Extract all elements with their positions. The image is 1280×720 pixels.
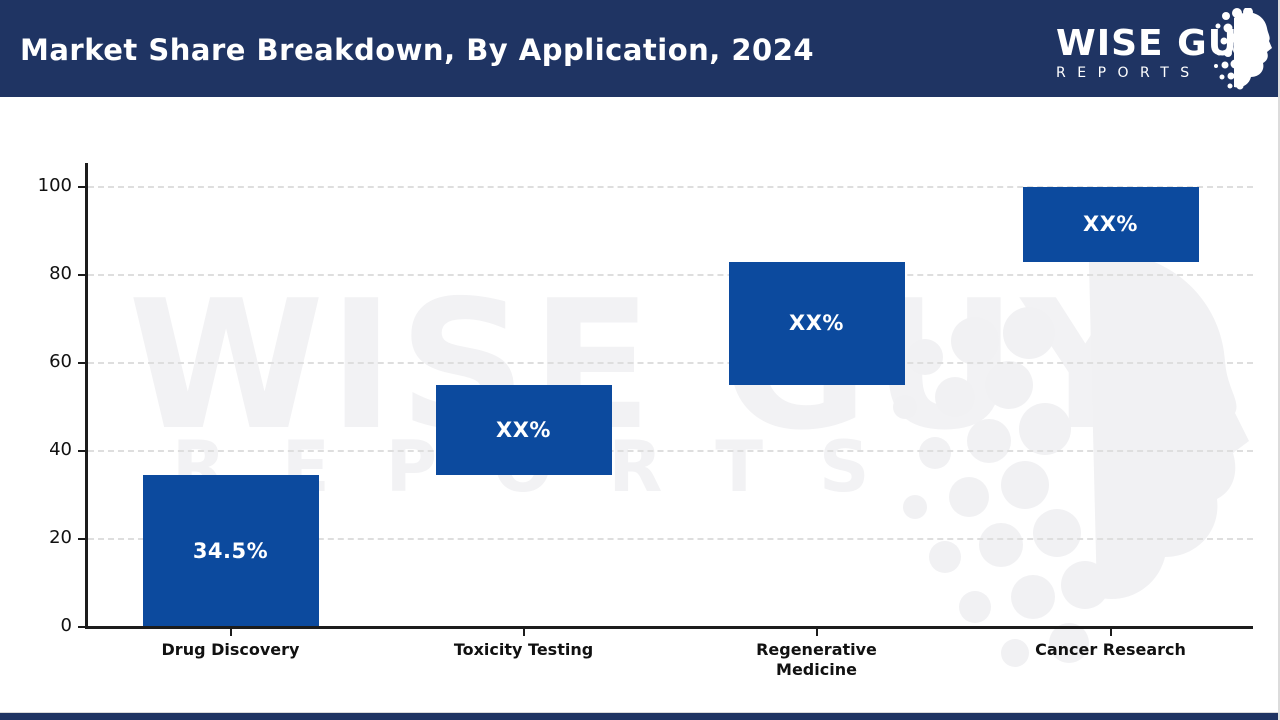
bar-value-label: 34.5% xyxy=(192,539,269,564)
header: Market Share Breakdown, By Application, … xyxy=(0,0,1278,97)
y-axis-line xyxy=(85,163,88,629)
gridline-80 xyxy=(88,274,1253,276)
x-axis-category-label: Cancer Research xyxy=(1035,640,1186,659)
x-axis-tick-mark xyxy=(522,629,525,636)
bar-value-label: XX% xyxy=(1083,212,1138,237)
gridline-60 xyxy=(88,362,1253,364)
gridline-100 xyxy=(88,186,1253,188)
bar-value-label: XX% xyxy=(789,311,844,336)
bar-segment: XX% xyxy=(1022,187,1199,262)
x-axis-tick-mark xyxy=(229,629,232,636)
y-axis-tick-label: 0 xyxy=(60,615,72,636)
footer-bar xyxy=(0,712,1278,720)
y-axis-tick-mark xyxy=(78,186,87,188)
gridline-20 xyxy=(88,538,1253,540)
logo-wordmark-line2: REPORTS xyxy=(1056,65,1201,81)
y-axis-tick-label: 60 xyxy=(49,351,72,372)
y-axis-tick-mark xyxy=(78,450,87,452)
x-axis-category-label: Regenerative Medicine xyxy=(756,640,877,679)
y-axis-tick-mark xyxy=(78,538,87,540)
y-axis-tick-label: 20 xyxy=(49,527,72,548)
y-axis-tick-label: 100 xyxy=(37,175,72,196)
bar-segment: XX% xyxy=(728,261,905,385)
x-axis-tick-mark xyxy=(815,629,818,636)
x-axis-tick-mark xyxy=(1109,629,1112,636)
y-axis-tick-mark xyxy=(78,362,87,364)
logo-face-icon xyxy=(1213,8,1272,90)
gridline-40 xyxy=(88,450,1253,452)
bar-segment: 34.5% xyxy=(142,475,319,627)
y-axis-tick-label: 40 xyxy=(49,439,72,460)
x-axis-category-label: Toxicity Testing xyxy=(453,640,594,659)
x-axis-line xyxy=(85,626,1253,629)
chart-title: Market Share Breakdown, By Application, … xyxy=(20,33,815,67)
y-axis-tick-mark xyxy=(78,274,87,276)
bar-value-label: XX% xyxy=(496,418,551,443)
y-axis-tick-label: 80 xyxy=(49,263,72,284)
y-axis-tick-mark xyxy=(78,626,87,628)
wiseguy-logo: WISE GUY REPORTS xyxy=(1022,6,1272,92)
bar-segment: XX% xyxy=(435,385,612,476)
x-axis-category-label: Drug Discovery xyxy=(161,640,300,659)
